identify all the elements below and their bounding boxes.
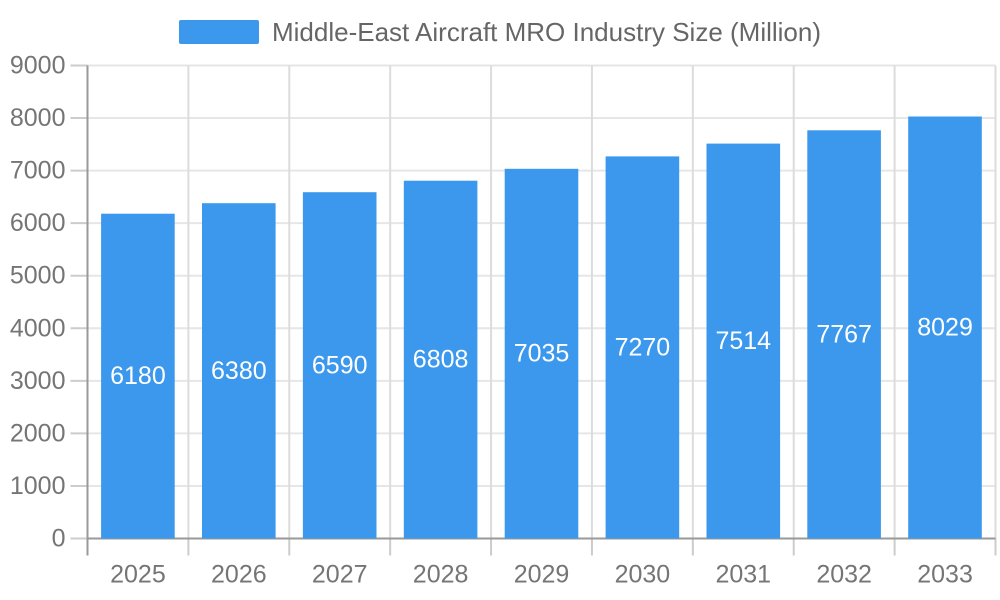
x-axis-label: 2032 [816, 561, 872, 589]
y-axis-label: 7000 [10, 157, 66, 185]
bar-value-label: 7767 [816, 320, 872, 348]
x-axis-label: 2025 [110, 561, 166, 589]
x-axis-label: 2028 [413, 561, 469, 589]
bar-value-label: 8029 [917, 314, 973, 342]
bar-value-label: 7514 [715, 327, 771, 355]
bar-value-label: 6180 [110, 362, 166, 390]
bar[interactable] [302, 192, 377, 539]
bar-value-label: 6380 [211, 357, 267, 385]
x-axis-label: 2030 [615, 561, 671, 589]
y-axis-label: 4000 [10, 314, 66, 342]
bar-value-label: 6590 [312, 351, 368, 379]
bar[interactable] [807, 130, 881, 539]
bar-value-label: 6808 [413, 346, 469, 374]
y-axis-label: 0 [52, 525, 66, 553]
y-axis-label: 8000 [10, 104, 66, 132]
y-axis-label: 9000 [10, 52, 66, 80]
y-axis-label: 1000 [10, 472, 66, 500]
y-axis-label: 2000 [10, 419, 66, 447]
bar[interactable] [101, 213, 175, 539]
x-axis-label: 2027 [312, 561, 368, 589]
legend-swatch-icon [178, 20, 259, 44]
bar[interactable] [706, 143, 781, 539]
bar[interactable] [403, 180, 478, 539]
y-axis-label: 6000 [10, 209, 66, 237]
bar-value-label: 7035 [514, 340, 570, 368]
x-axis-label: 2029 [514, 561, 570, 589]
x-axis-label: 2033 [917, 561, 973, 589]
bar[interactable] [605, 156, 680, 539]
x-axis-label: 2031 [715, 561, 771, 589]
x-axis-label: 2026 [211, 561, 267, 589]
legend-item[interactable]: Middle-East Aircraft MRO Industry Size (… [0, 18, 1000, 46]
bar[interactable] [202, 203, 276, 539]
bar[interactable] [908, 116, 982, 539]
y-axis-label: 5000 [10, 262, 66, 290]
bar-value-label: 7270 [615, 333, 671, 361]
bar[interactable] [504, 168, 579, 539]
legend-label: Middle-East Aircraft MRO Industry Size (… [271, 17, 822, 47]
y-axis-label: 3000 [10, 367, 66, 395]
